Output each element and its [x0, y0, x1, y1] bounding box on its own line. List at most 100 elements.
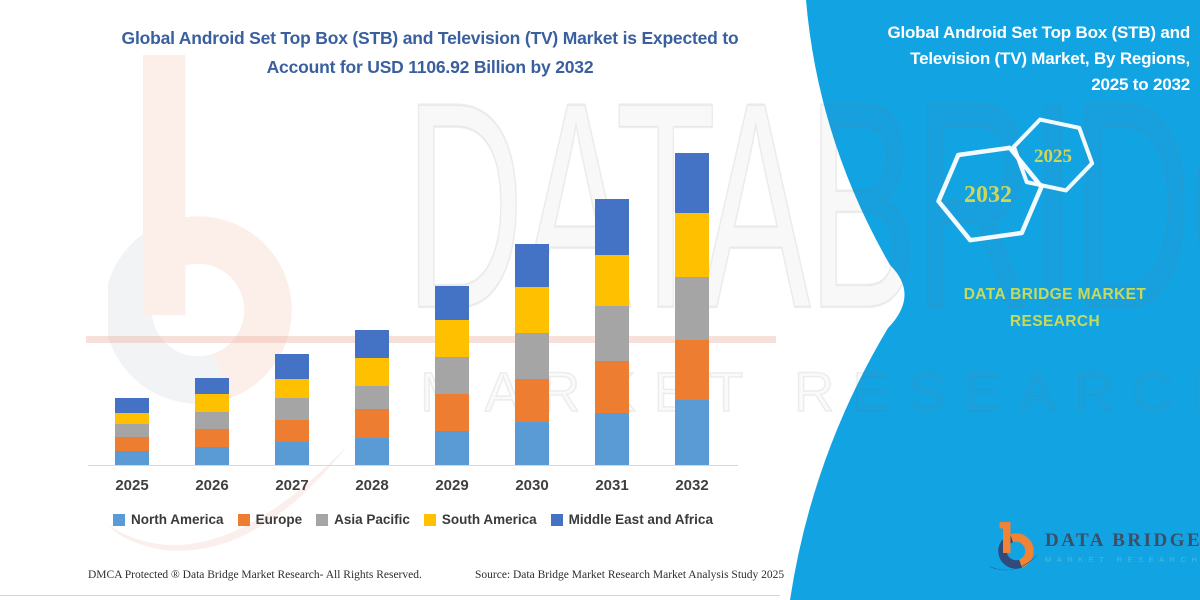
legend-item: Middle East and Africa: [550, 512, 713, 527]
legend-item: Asia Pacific: [316, 512, 410, 527]
x-axis-label: 2025: [115, 477, 149, 494]
bar-segment: [115, 412, 149, 425]
legend-label: Asia Pacific: [334, 512, 410, 527]
bar-segment: [355, 438, 389, 465]
bar-segment: [435, 286, 469, 321]
legend-swatch: [550, 513, 563, 526]
watermark-sub-text: MARKET RESEARCH: [419, 360, 1200, 423]
legend-swatch: [316, 513, 329, 526]
brand-text-line2: RESEARCH: [1009, 313, 1101, 330]
x-axis-label: 2026: [195, 477, 229, 494]
bar-segment: [515, 243, 549, 288]
bar-segment: [355, 409, 389, 439]
data-bridge-logo-text: DATA BRIDGE MARKET RESEARCH: [1045, 530, 1200, 564]
bottom-divider: [0, 595, 780, 596]
bar-segment: [275, 441, 309, 465]
bar-segment: [355, 330, 389, 359]
bar-segment: [275, 354, 309, 379]
bar-segment: [195, 428, 229, 447]
chart-title-line2: Account for USD 1106.92 Billion by 2032: [266, 57, 594, 77]
chart-legend: North America Europe Asia Pacific South Ame…: [88, 512, 738, 527]
bar-segment: [195, 394, 229, 412]
x-axis-labels: 2025 2026 2027 2028 2029 2030 2031 2032: [88, 477, 738, 499]
bar-segment: [355, 358, 389, 386]
plot-area: [88, 127, 738, 466]
dmca-note: DMCA Protected ® Data Bridge Market Rese…: [88, 569, 422, 581]
bar-2027: [275, 354, 309, 465]
bar-segment: [115, 450, 149, 465]
x-axis-label: 2031: [595, 477, 629, 494]
legend-item: North America: [113, 512, 224, 527]
brand-text-line1: DATA BRIDGE MARKET: [963, 286, 1147, 303]
legend-item: South America: [423, 512, 537, 527]
hexagon-2025-label: 2025: [1034, 146, 1072, 167]
bar-segment: [115, 436, 149, 451]
bar-segment: [355, 385, 389, 410]
bar-segment: [115, 424, 149, 437]
bar-2028: [355, 330, 389, 465]
bar-segment: [675, 212, 709, 278]
bar-2025: [115, 398, 149, 465]
bar-2026: [195, 378, 229, 465]
bar-segment: [595, 305, 629, 361]
logo-title: DATA BRIDGE: [1045, 530, 1200, 551]
bar-segment: [435, 394, 469, 431]
x-axis-label: 2030: [515, 477, 549, 494]
bar-segment: [275, 420, 309, 442]
bar-2032: [675, 153, 709, 465]
right-panel-title: Global Android Set Top Box (STB) and Tel…: [820, 20, 1190, 98]
source-note: Source: Data Bridge Market Research Mark…: [475, 569, 785, 581]
bar-segment: [595, 254, 629, 306]
legend-label: South America: [441, 512, 537, 527]
watermark-logo-b: [108, 55, 348, 551]
bar-segment: [435, 430, 469, 465]
bar-segment: [515, 378, 549, 422]
bar-segment: [515, 332, 549, 379]
bar-segment: [515, 287, 549, 333]
right-panel-title-line3: 2025 to 2032: [1091, 75, 1190, 94]
bar-segment: [195, 447, 229, 465]
bar-segment: [675, 400, 709, 465]
logo-subtitle: MARKET RESEARCH: [1045, 555, 1200, 564]
hexagon-2032: 2032: [936, 145, 1044, 243]
chart-title-line1: Global Android Set Top Box (STB) and Tel…: [121, 28, 739, 48]
legend-label: Middle East and Africa: [568, 512, 713, 527]
hexagon-2025: 2025: [1011, 117, 1095, 193]
bar-segment: [275, 398, 309, 421]
chart-title: Global Android Set Top Box (STB) and Tel…: [60, 24, 800, 82]
cyan-panel-shape: [790, 0, 1200, 600]
bar-segment: [515, 421, 549, 465]
right-panel-title-line1: Global Android Set Top Box (STB) and: [887, 23, 1190, 42]
bar-segment: [435, 357, 469, 395]
x-axis-label: 2028: [355, 477, 389, 494]
x-axis-label: 2032: [675, 477, 709, 494]
bar-segment: [675, 277, 709, 340]
legend-swatch: [113, 513, 126, 526]
x-axis-label: 2027: [275, 477, 309, 494]
hexagon-2032-label: 2032: [964, 182, 1012, 208]
bar-segment: [195, 378, 229, 395]
legend-item: Europe: [237, 512, 303, 527]
bar-segment: [435, 320, 469, 358]
data-bridge-logo-icon: [989, 522, 1039, 571]
bar-2031: [595, 198, 629, 465]
bar-segment: [115, 398, 149, 413]
bar-segment: [195, 411, 229, 429]
right-panel-title-line2: Television (TV) Market, By Regions,: [910, 49, 1190, 68]
legend-label: Europe: [255, 512, 303, 527]
bar-2030: [515, 243, 549, 465]
x-axis-label: 2029: [435, 477, 469, 494]
legend-label: North America: [131, 512, 224, 527]
legend-swatch: [423, 513, 436, 526]
bar-segment: [595, 360, 629, 413]
bar-segment: [275, 378, 309, 399]
bar-segment: [595, 198, 629, 255]
bar-segment: [675, 153, 709, 213]
watermark-pink-line: [86, 336, 776, 343]
legend-swatch: [237, 513, 250, 526]
bar-2029: [435, 286, 469, 465]
bar-segment: [595, 412, 629, 465]
